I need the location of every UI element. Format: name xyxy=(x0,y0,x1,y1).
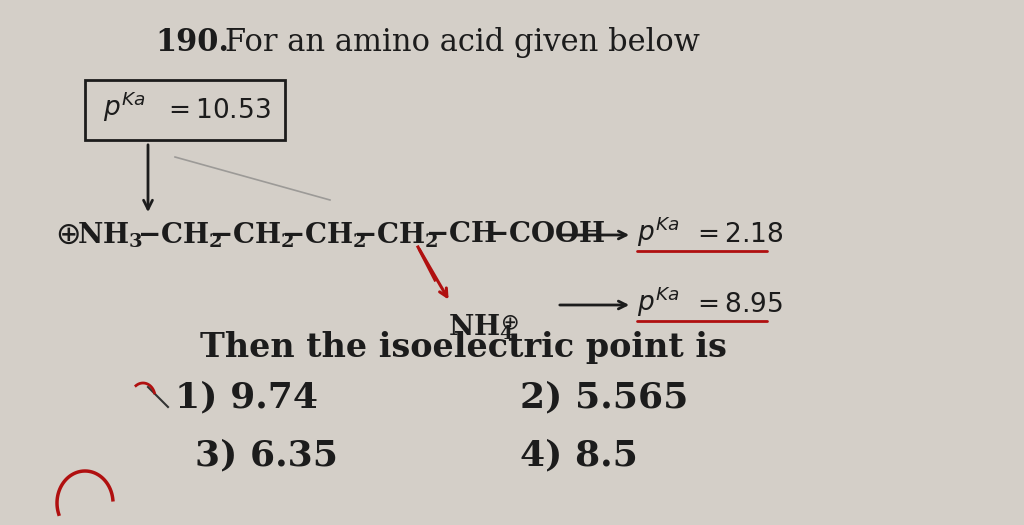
Text: $p^{Ka}$: $p^{Ka}$ xyxy=(103,90,145,124)
Text: $\mathregular{NH_4}$: $\mathregular{NH_4}$ xyxy=(449,312,515,341)
Text: 4) 8.5: 4) 8.5 xyxy=(520,438,638,472)
Text: $\oplus$: $\oplus$ xyxy=(500,312,518,334)
Text: 190.: 190. xyxy=(155,27,229,58)
Text: 1) 9.74: 1) 9.74 xyxy=(175,380,318,414)
Bar xyxy=(85,80,285,140)
Text: 2) 5.565: 2) 5.565 xyxy=(520,380,688,414)
Text: $p^{Ka}$: $p^{Ka}$ xyxy=(637,215,679,249)
Text: $\mathregular{NH_3}$: $\mathregular{NH_3}$ xyxy=(77,220,143,250)
Text: Then the isoelectric point is: Then the isoelectric point is xyxy=(200,331,727,363)
Text: $\mathregular{-CH_2}$: $\mathregular{-CH_2}$ xyxy=(137,220,222,250)
Text: $= 2.18$: $= 2.18$ xyxy=(692,223,783,247)
Text: $p^{Ka}$: $p^{Ka}$ xyxy=(637,285,679,319)
Text: For an amino acid given below: For an amino acid given below xyxy=(225,27,699,58)
Text: $\mathregular{-CH}$: $\mathregular{-CH}$ xyxy=(425,222,498,248)
Text: 3) 6.35: 3) 6.35 xyxy=(195,438,338,472)
Text: $\mathregular{-CH_2}$: $\mathregular{-CH_2}$ xyxy=(209,220,295,250)
Text: $\mathregular{-CH_2}$: $\mathregular{-CH_2}$ xyxy=(281,220,367,250)
Text: $\oplus$: $\oplus$ xyxy=(55,219,80,250)
Text: $= 8.95$: $= 8.95$ xyxy=(692,292,782,318)
Text: $\mathregular{-COOH}$: $\mathregular{-COOH}$ xyxy=(485,222,605,248)
Text: $= 10.53$: $= 10.53$ xyxy=(163,98,270,122)
Text: $\mathregular{-CH_2}$: $\mathregular{-CH_2}$ xyxy=(353,220,438,250)
